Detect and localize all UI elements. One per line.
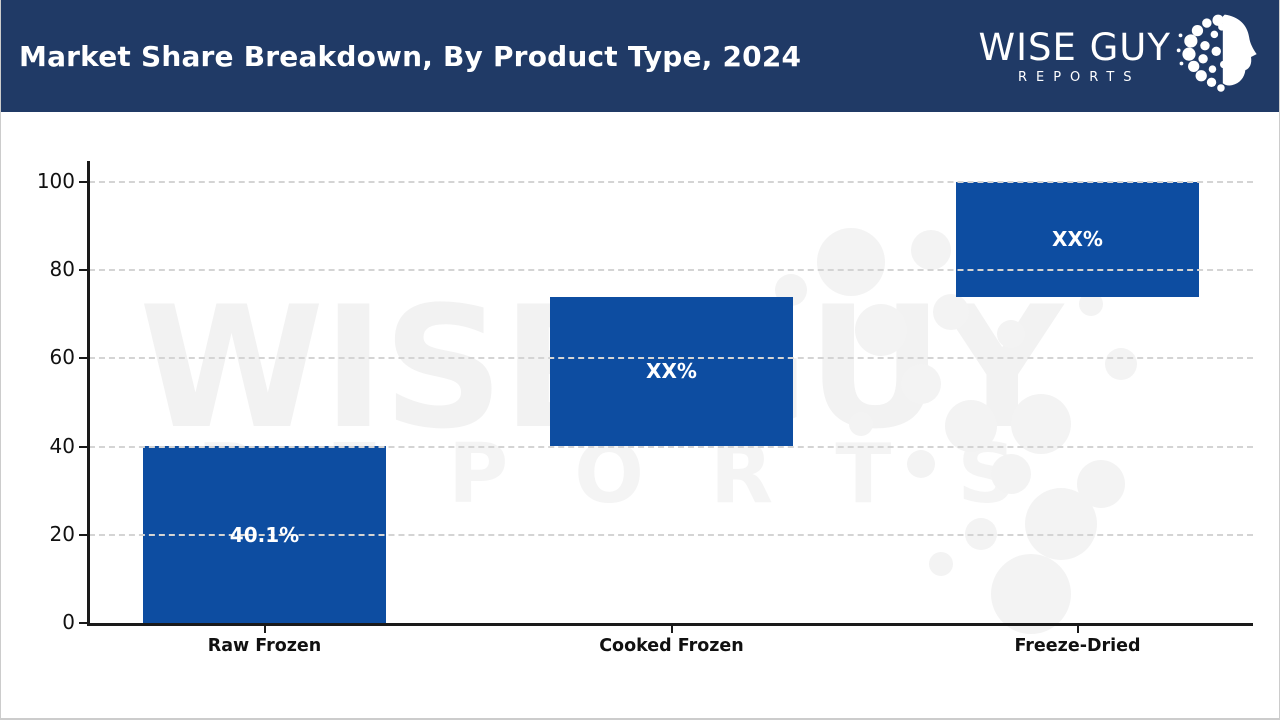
x-tick-label-0: Raw Frozen [207, 636, 322, 656]
bar-1 [550, 296, 793, 447]
x-tick-mark [1076, 625, 1079, 633]
y-tick-mark [79, 269, 87, 272]
y-tick-mark [79, 357, 87, 360]
x-tick-label-2: Freeze-Dried [1014, 636, 1141, 656]
header-bar: Market Share Breakdown, By Product Type,… [1, 0, 1279, 112]
y-tick-label: 40 [49, 433, 75, 458]
gridline-100 [89, 181, 1253, 183]
logo-text: WISE GUY REPORTS [979, 29, 1171, 84]
gridline-60 [89, 357, 1253, 360]
y-tick-label: 80 [49, 257, 75, 282]
chart-title: Market Share Breakdown, By Product Type,… [19, 39, 802, 73]
bar-value-label: XX% [1052, 227, 1103, 252]
y-tick-mark [79, 622, 87, 624]
y-tick-label: 60 [49, 345, 75, 370]
y-axis-line [87, 161, 90, 625]
y-tick-label: 20 [49, 521, 75, 546]
x-tick-mark [263, 625, 266, 633]
logo-wordmark: WISE GUY [978, 25, 1171, 69]
x-axis-line [87, 623, 1253, 626]
x-tick-mark [670, 625, 673, 633]
x-tick-label-1: Cooked Frozen [599, 636, 744, 656]
bar-value-label: 40.1% [229, 522, 300, 547]
logo-subtitle: REPORTS [1017, 69, 1141, 85]
gridline-80 [89, 269, 1253, 272]
y-tick-label: 0 [62, 610, 75, 634]
gridline-20 [89, 533, 1253, 536]
wise-guy-logo: WISE GUY REPORTS [979, 8, 1279, 104]
dotted-face-icon [1176, 14, 1257, 92]
gridline-40 [89, 445, 1253, 448]
y-tick-mark [79, 445, 87, 448]
bar-value-label: XX% [646, 359, 697, 384]
y-tick-mark [79, 533, 87, 536]
y-tick-label: 100 [36, 169, 75, 193]
y-tick-mark [79, 181, 87, 183]
plot-area: WISE GUY REPORTS 0 20 40 60 80 100 4 [1, 112, 1279, 718]
